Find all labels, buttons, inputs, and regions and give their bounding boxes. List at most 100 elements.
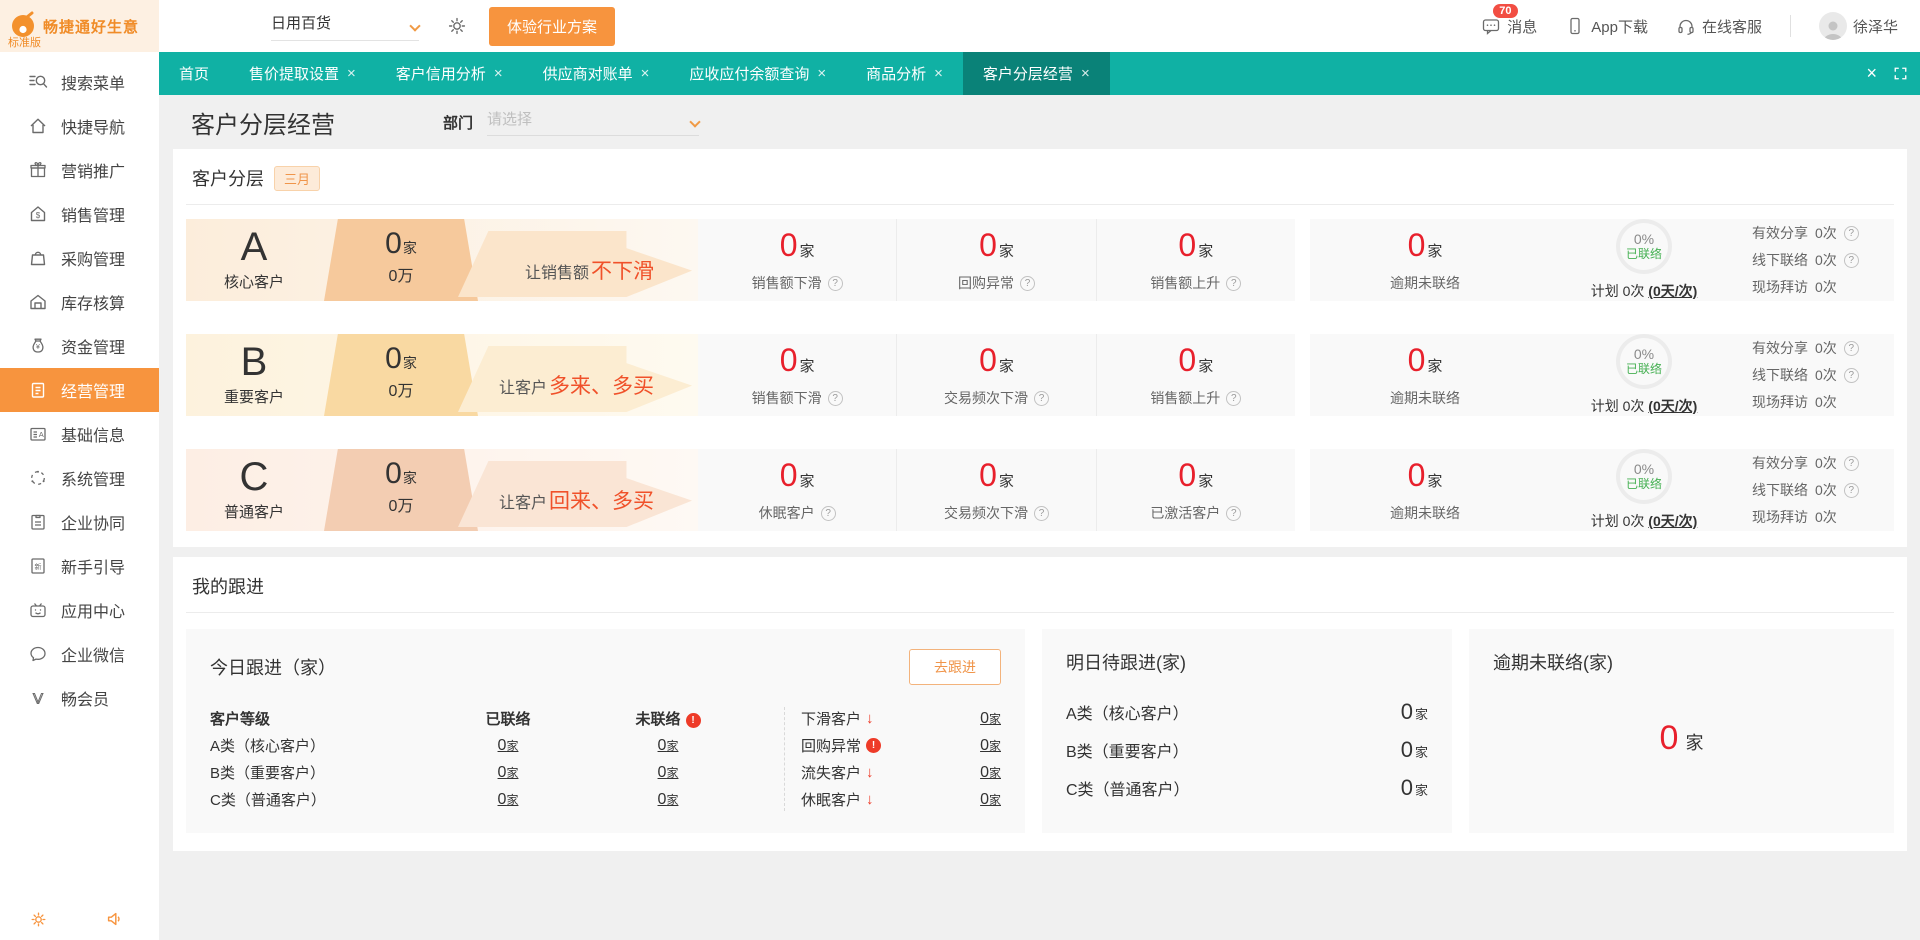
help-icon[interactable]: ?: [1033, 390, 1049, 406]
go-followup-button[interactable]: 去跟进: [909, 649, 1001, 685]
online-service-button[interactable]: 在线客服: [1676, 16, 1762, 37]
sidebar-item-quick-nav[interactable]: 快捷导航: [0, 104, 159, 148]
plan-frequency-link[interactable]: (0天/次): [1648, 398, 1698, 414]
contact-progress-ring: 0% 已联络: [1616, 219, 1672, 274]
not-contacted-count-link[interactable]: 0家: [657, 736, 679, 754]
close-tab-icon[interactable]: ×: [493, 65, 503, 82]
messages-badge: 70: [1493, 3, 1518, 18]
tab-price-settings[interactable]: 售价提取设置 ×: [249, 65, 356, 83]
help-icon[interactable]: ?: [1843, 455, 1859, 471]
plan-frequency-link[interactable]: (0天/次): [1648, 513, 1698, 529]
sidebar-item-purchase[interactable]: 采购管理: [0, 236, 159, 280]
close-tab-icon[interactable]: ×: [640, 65, 650, 82]
gift-icon: [28, 160, 48, 180]
sidebar-item-beginner-guide[interactable]: 新 新手引导: [0, 544, 159, 588]
help-icon[interactable]: ?: [1019, 275, 1035, 291]
close-tab-icon[interactable]: ×: [817, 65, 827, 82]
sidebar: 搜索菜单 快捷导航 营销推广 $ 销售管理 采购管理 库存核算: [0, 52, 159, 940]
contacted-count-link[interactable]: 0家: [497, 736, 519, 754]
alert-count-link[interactable]: 0家: [980, 763, 1001, 781]
trial-button[interactable]: 体验行业方案: [489, 6, 616, 46]
arrow-down-icon: ↓: [866, 710, 874, 727]
divider: [186, 612, 1894, 613]
help-icon[interactable]: ?: [1843, 252, 1859, 268]
tab-customer-segmentation[interactable]: 客户分层经营 ×: [962, 52, 1110, 95]
help-icon[interactable]: ?: [1843, 367, 1859, 383]
messages-label: 消息: [1507, 18, 1538, 36]
tab-home[interactable]: 首页: [179, 66, 210, 83]
alert-list: 下滑客户 ↓ 0家 回购异常! 0家 流失客户 ↓: [801, 705, 1001, 813]
user-menu[interactable]: 徐泽华: [1818, 12, 1898, 40]
help-icon[interactable]: ?: [1226, 505, 1242, 521]
tab-supplier-statement[interactable]: 供应商对账单 ×: [542, 65, 650, 83]
announcement-speaker-icon[interactable]: [105, 910, 123, 928]
chat-bubble-icon: [28, 644, 48, 664]
followup-card: 我的跟进 今日跟进（家） 去跟进 客户等级: [173, 557, 1907, 851]
help-icon[interactable]: ?: [1843, 340, 1859, 356]
sidebar-item-wechat[interactable]: 企业微信: [0, 632, 159, 676]
close-all-tabs-icon[interactable]: ×: [1866, 63, 1877, 83]
fullscreen-icon[interactable]: [1893, 66, 1908, 81]
not-contacted-count-link[interactable]: 0家: [657, 790, 679, 808]
help-icon[interactable]: ?: [827, 390, 843, 406]
sidebar-item-inventory[interactable]: 库存核算: [0, 280, 159, 324]
sidebar-item-search-menu[interactable]: 搜索菜单: [0, 60, 159, 104]
segment-name: 核心客户: [223, 274, 284, 291]
company-select[interactable]: 日用百货: [271, 12, 421, 41]
help-icon[interactable]: ?: [1226, 390, 1242, 406]
sidebar-item-marketing[interactable]: 营销推广: [0, 148, 159, 192]
app-download-button[interactable]: App下载: [1565, 16, 1648, 37]
segment-profile: A 核心客户 0家 0万 让销售额不下滑: [186, 219, 698, 301]
alert-count-link[interactable]: 0家: [980, 790, 1001, 808]
tab-product-analysis[interactable]: 商品分析 ×: [866, 65, 943, 83]
help-icon[interactable]: ?: [827, 275, 843, 291]
contact-progress-ring: 0% 已联络: [1616, 334, 1672, 389]
chevron-down-icon: [409, 19, 421, 32]
sidebar-item-system[interactable]: 系统管理: [0, 456, 159, 500]
funnel-layer: 0家 0万: [324, 449, 478, 531]
help-icon[interactable]: ?: [1226, 275, 1242, 291]
divider: [1789, 15, 1791, 37]
gear-icon[interactable]: [447, 16, 467, 36]
contacted-count-link[interactable]: 0家: [497, 790, 519, 808]
dept-select[interactable]: 请选择: [487, 108, 701, 136]
help-icon[interactable]: ?: [1843, 482, 1859, 498]
sidebar-item-funds[interactable]: ¥ 资金管理: [0, 324, 159, 368]
tab-balance-query[interactable]: 应收应付余额查询 ×: [689, 65, 827, 83]
tab-credit-analysis[interactable]: 客户信用分析 ×: [395, 65, 503, 83]
plan-frequency-link[interactable]: (0天/次): [1648, 283, 1698, 299]
alert-count-link[interactable]: 0家: [980, 709, 1001, 727]
help-icon[interactable]: ?: [820, 505, 836, 521]
messages-button[interactable]: 消息 70: [1481, 3, 1538, 37]
sidebar-item-business-mgmt[interactable]: 经营管理: [0, 368, 159, 412]
segmentation-title: 客户分层: [192, 169, 264, 189]
not-contacted-count-link[interactable]: 0家: [657, 763, 679, 781]
help-icon[interactable]: ?: [1033, 505, 1049, 521]
page-title: 客户分层经营: [191, 111, 335, 139]
sidebar-item-base-info[interactable]: A 基础信息: [0, 412, 159, 456]
svg-text:¥: ¥: [36, 344, 40, 351]
warning-icon: !: [866, 738, 882, 753]
divider: [186, 204, 1894, 205]
help-icon[interactable]: ?: [1843, 225, 1859, 241]
alert-count-link[interactable]: 0家: [980, 736, 1001, 754]
sidebar-item-collaboration[interactable]: 企业协同: [0, 500, 159, 544]
sidebar-item-member[interactable]: V 畅会员: [0, 676, 159, 720]
sidebar-item-app-center[interactable]: 应用中心: [0, 588, 159, 632]
settings-gear-icon[interactable]: [30, 910, 47, 928]
sidebar-item-sales[interactable]: $ 销售管理: [0, 192, 159, 236]
close-tab-icon[interactable]: ×: [1080, 65, 1090, 82]
contacted-count-link[interactable]: 0家: [497, 763, 519, 781]
sales-house-icon: $: [28, 204, 48, 224]
overdue-title: 逾期未联络(家): [1493, 653, 1613, 673]
close-tab-icon[interactable]: ×: [347, 65, 356, 82]
close-tab-icon[interactable]: ×: [934, 65, 943, 82]
segment-name: 普通客户: [223, 504, 284, 521]
